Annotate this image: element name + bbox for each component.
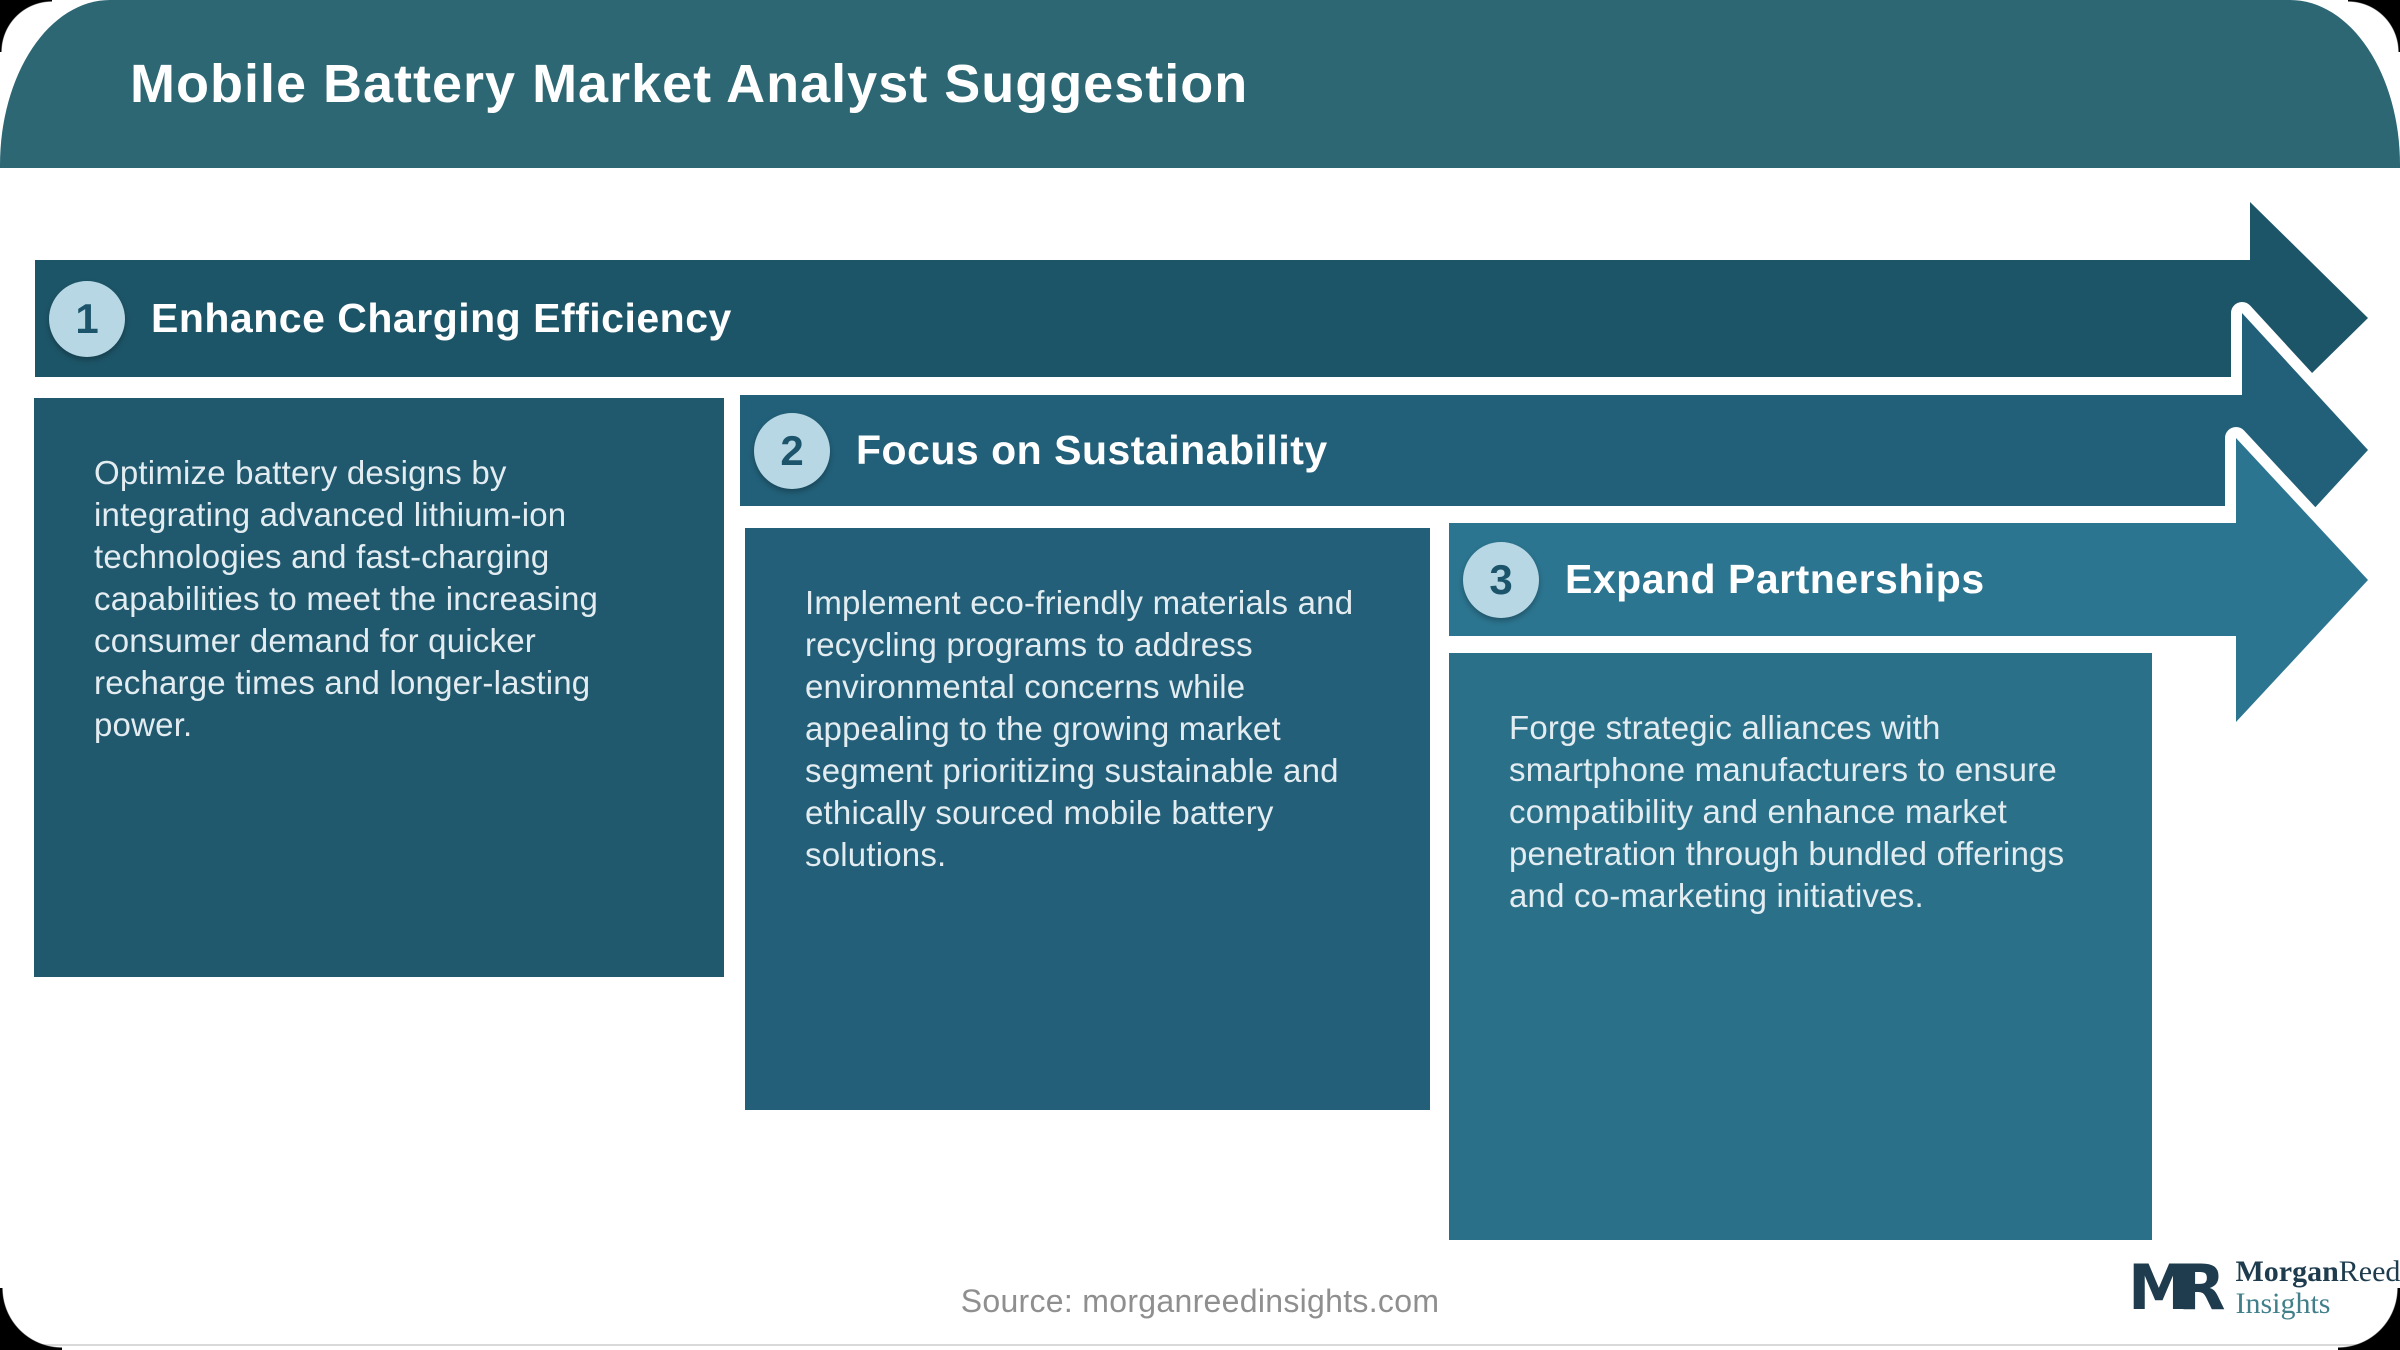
step-2-title: Focus on Sustainability — [856, 427, 1328, 473]
step-3-header: 3 Expand Partnerships — [1449, 523, 2235, 636]
rounded-corner-mask-top-left — [0, 0, 52, 52]
step-3-number-badge: 3 — [1463, 541, 1539, 618]
step-2-description-box: Implement eco-friendly materials and rec… — [745, 528, 1430, 1110]
source-attribution: Source: morganreedinsights.com — [960, 1283, 1440, 1319]
page-title: Mobile Battery Market Analyst Suggestion — [130, 54, 1249, 114]
logo-tagline-insights: Insights — [2235, 1286, 2331, 1320]
step-1-description-box: Optimize battery designs by integrating … — [34, 398, 724, 977]
step-2-number-badge: 2 — [754, 412, 830, 489]
step-2-header: 2 Focus on Sustainability — [740, 395, 2243, 506]
step-1-title: Enhance Charging Efficiency — [151, 295, 732, 341]
step-2-description-text: Implement eco-friendly materials and rec… — [805, 584, 1354, 873]
step-1-description-text: Optimize battery designs by integrating … — [94, 454, 599, 743]
arrow-shape-1 — [24, 191, 2379, 445]
step-3-description-text: Forge strategic alliances with smartphon… — [1509, 709, 2065, 914]
logo-name-reed: Reed — [2338, 1255, 2400, 1288]
logo-company-name: MorganReed — [2235, 1256, 2400, 1288]
step-1-number-badge: 1 — [49, 280, 125, 357]
arrow-shape-3 — [1438, 427, 2379, 733]
step-1-header: 1 Enhance Charging Efficiency — [35, 260, 2250, 377]
rounded-corner-mask-top-right — [2348, 0, 2400, 52]
header-banner: Mobile Battery Market Analyst Suggestion — [0, 0, 2400, 168]
rounded-corner-mask-bottom-left — [0, 1288, 62, 1350]
logo-name-morgan: Morgan — [2235, 1255, 2339, 1288]
step-3-description-box: Forge strategic alliances with smartphon… — [1449, 653, 2152, 1240]
rounded-corner-mask-bottom-right — [2338, 1288, 2400, 1350]
morganreed-insights-logo: MR MorganReed Insights — [2128, 1256, 2400, 1319]
window-bottom-border — [0, 1344, 2400, 1346]
logo-wordmark: MorganReed Insights — [2235, 1256, 2400, 1319]
mr-monogram-icon: MR — [2128, 1250, 2226, 1324]
step-3-title: Expand Partnerships — [1565, 556, 1985, 602]
